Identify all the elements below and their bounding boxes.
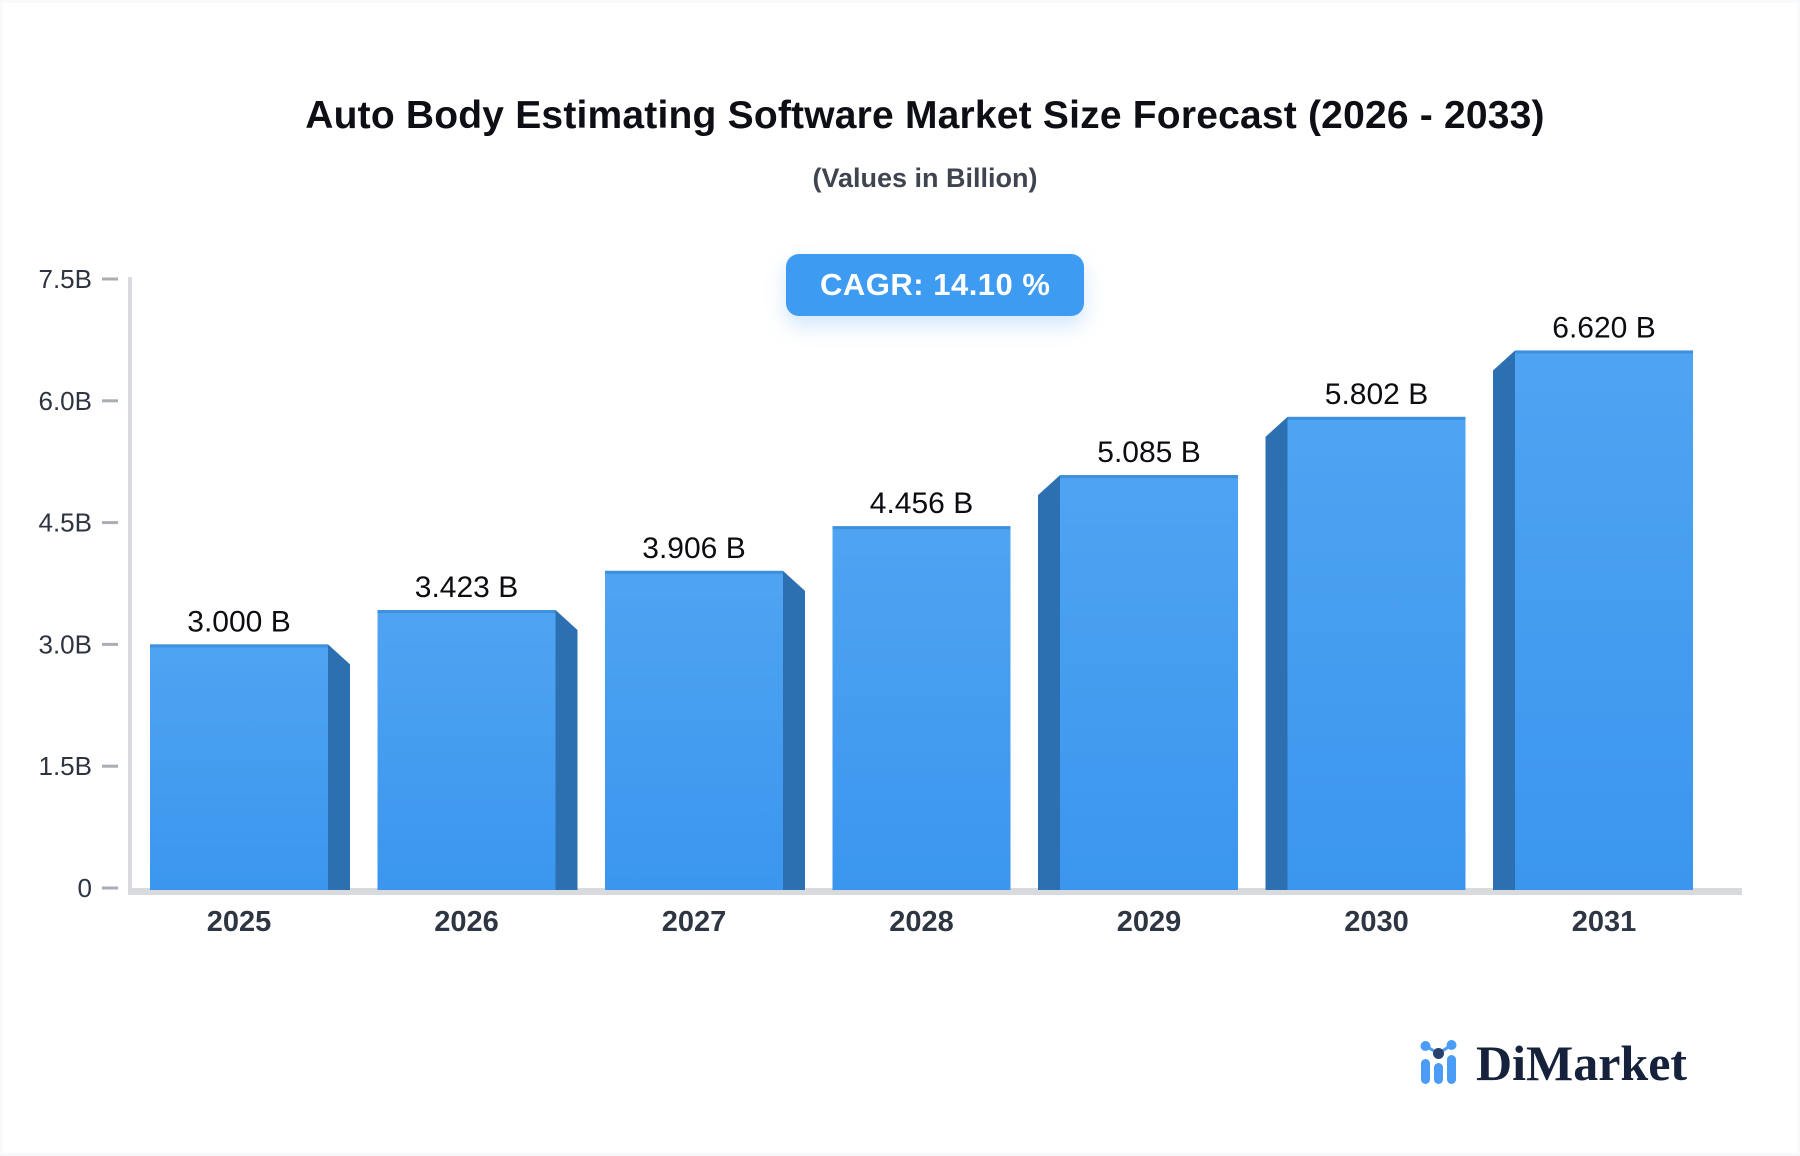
- bar-side-panel: [555, 610, 578, 890]
- bar-value-label: 3.000 B: [187, 605, 290, 638]
- y-tick-label: 6.0B: [39, 386, 93, 416]
- y-tick-mark: [102, 277, 118, 281]
- bar-value-label: 5.802 B: [1325, 378, 1428, 411]
- bar-side-panel: [1493, 350, 1515, 890]
- bar-value-label: 4.456 B: [870, 487, 973, 520]
- x-tick-label: 2031: [1572, 906, 1637, 938]
- brand-logo-text: DiMarket: [1476, 1035, 1688, 1091]
- bar-top-edge: [377, 610, 556, 614]
- logo-dot-middle: [1433, 1048, 1444, 1059]
- bar-top-edge: [1060, 475, 1238, 479]
- y-tick-mark: [102, 642, 118, 646]
- y-tick-label: 0: [78, 873, 92, 903]
- bar-value-label: 3.423 B: [415, 571, 518, 604]
- logo-bar: [1434, 1063, 1443, 1084]
- x-tick-label: 2028: [889, 906, 954, 938]
- bar-2028: [832, 526, 1011, 890]
- cagr-badge-label: CAGR: 14.10 %: [820, 267, 1051, 302]
- logo-bar: [1447, 1055, 1456, 1084]
- bar-2026: [377, 610, 556, 890]
- x-tick-label: 2026: [434, 906, 499, 938]
- y-tick-label: 4.5B: [39, 508, 93, 538]
- page-title: Auto Body Estimating Software Market Siz…: [305, 94, 1545, 137]
- logo-dot-right: [1446, 1040, 1457, 1050]
- x-tick-label: 2027: [662, 906, 727, 938]
- bar-2025: [150, 644, 328, 890]
- y-tick-mark: [102, 764, 118, 768]
- bar-top-edge: [832, 526, 1011, 530]
- bar-top-edge: [1287, 416, 1466, 420]
- logo-bar: [1421, 1059, 1430, 1084]
- bar-side-panel: [1038, 475, 1060, 890]
- bar-value-label: 5.085 B: [1097, 436, 1200, 469]
- bar-chart-logo-icon: [1420, 1040, 1457, 1084]
- bar-top-edge: [1515, 350, 1693, 354]
- y-tick-mark: [102, 521, 118, 525]
- bar-2029: [1060, 475, 1238, 890]
- bar-side-panel: [328, 644, 350, 890]
- bar-top-edge: [605, 570, 783, 574]
- bar-top-edge: [150, 644, 328, 648]
- y-tick-label: 7.5B: [39, 264, 93, 294]
- page-subtitle: (Values in Billion): [812, 163, 1038, 193]
- bar-2031: [1515, 350, 1693, 890]
- x-tick-label: 2025: [207, 906, 272, 938]
- y-axis-line: [128, 277, 132, 895]
- cagr-badge: CAGR: 14.10 %: [786, 254, 1085, 316]
- y-tick-mark: [102, 399, 118, 403]
- bar-side-panel: [1265, 416, 1288, 890]
- bar-value-label: 6.620 B: [1552, 311, 1655, 344]
- y-tick-mark: [102, 886, 118, 890]
- bar-2027: [605, 570, 783, 890]
- bar-value-label: 3.906 B: [642, 532, 745, 565]
- brand-logo: DiMarket: [1420, 1035, 1688, 1091]
- y-tick-label: 3.0B: [39, 629, 93, 659]
- bar-side-panel: [783, 570, 805, 890]
- x-tick-label: 2029: [1117, 906, 1182, 938]
- y-tick-label: 1.5B: [39, 751, 93, 781]
- bar-2030: [1287, 416, 1466, 890]
- x-tick-label: 2030: [1344, 906, 1409, 938]
- logo-dot-left: [1420, 1041, 1431, 1051]
- x-axis-baseline: [128, 888, 1742, 895]
